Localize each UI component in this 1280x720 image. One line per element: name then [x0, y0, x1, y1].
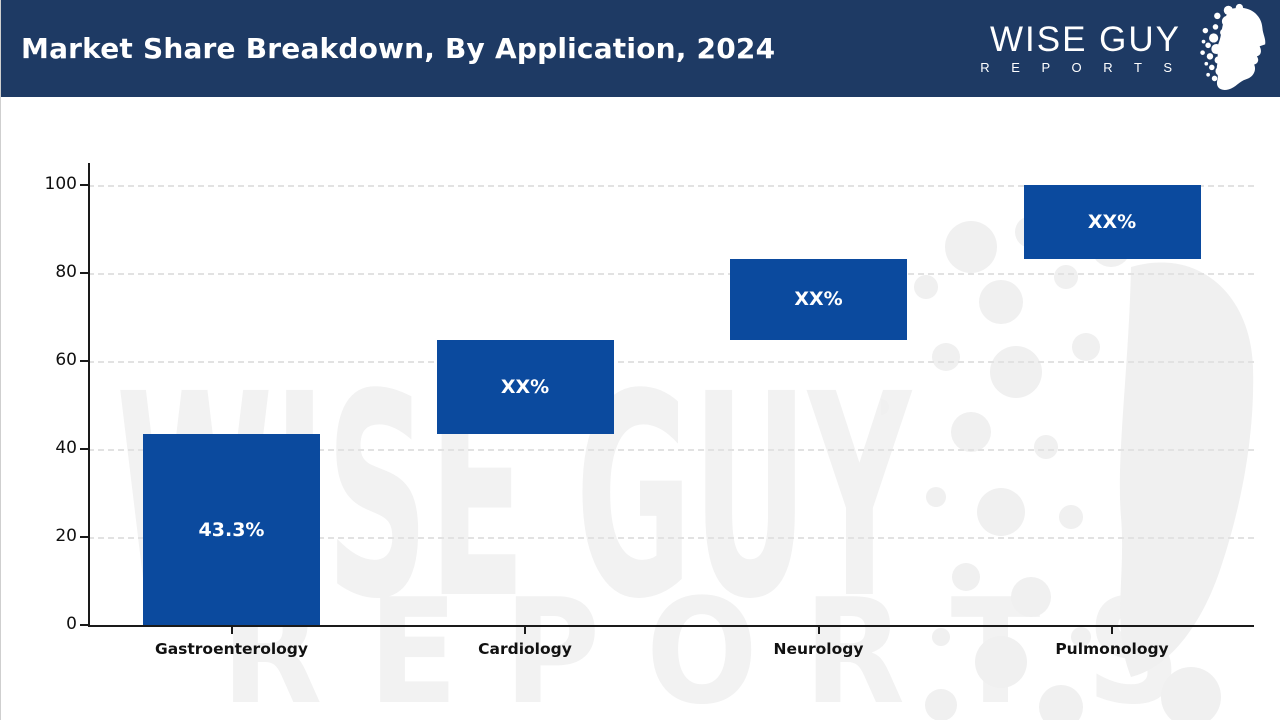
y-tick-label: 80 — [55, 262, 77, 282]
x-category-label-cardiology: Cardiology — [478, 640, 572, 658]
bar-cardiology: XX% — [436, 339, 614, 435]
bar-neurology: XX% — [730, 258, 907, 340]
gridline-20 — [88, 537, 1254, 539]
y-tick-label: 100 — [44, 174, 77, 194]
y-tick-label: 40 — [55, 438, 77, 458]
gridline-100 — [88, 185, 1254, 187]
bar-value-label: 43.3% — [198, 518, 265, 541]
header-bar: Market Share Breakdown, By Application, … — [1, 0, 1280, 97]
logo-text: WISE GUY R E P O R T S — [980, 20, 1181, 76]
logo-subtitle: R E P O R T S — [980, 60, 1181, 75]
gridline-80 — [88, 273, 1254, 275]
y-tick — [80, 536, 89, 538]
y-tick-label: 20 — [55, 526, 77, 546]
y-tick — [80, 184, 89, 186]
bar-gastroenterology: 43.3% — [143, 434, 320, 625]
x-category-label-gastroenterology: Gastroenterology — [154, 640, 309, 658]
chart-area: WISE GUY R E P O R T S 0 20 40 60 80 100 43.3… — [1, 97, 1280, 720]
x-tick — [230, 627, 233, 634]
y-tick — [80, 448, 89, 450]
x-category-label-neurology: Neurology — [773, 640, 864, 658]
x-tick — [524, 627, 526, 634]
face-profile-icon — [1200, 3, 1266, 90]
logo-wordmark: WISE GUY — [989, 20, 1181, 59]
y-tick — [80, 360, 89, 362]
y-axis-line — [88, 163, 90, 627]
x-tick — [1111, 627, 1113, 634]
bar-pulmonology: XX% — [1023, 185, 1201, 259]
bar-value-label: XX% — [500, 376, 550, 399]
y-tick — [80, 272, 89, 274]
gridline-40 — [88, 449, 1254, 451]
y-tick-label: 60 — [55, 350, 77, 370]
y-tick-label: 0 — [66, 614, 77, 634]
gridline-60 — [88, 361, 1254, 363]
bar-value-label: XX% — [1087, 210, 1137, 233]
bar-value-label: XX% — [794, 288, 843, 311]
x-tick — [817, 627, 820, 634]
x-axis-line — [88, 625, 1254, 627]
x-category-label-pulmonology: Pulmonology — [1055, 640, 1169, 658]
chart-title: Market Share Breakdown, By Application, … — [21, 32, 776, 65]
wise-guy-reports-logo: WISE GUY R E P O R T S — [980, 3, 1267, 95]
y-tick — [80, 624, 89, 626]
